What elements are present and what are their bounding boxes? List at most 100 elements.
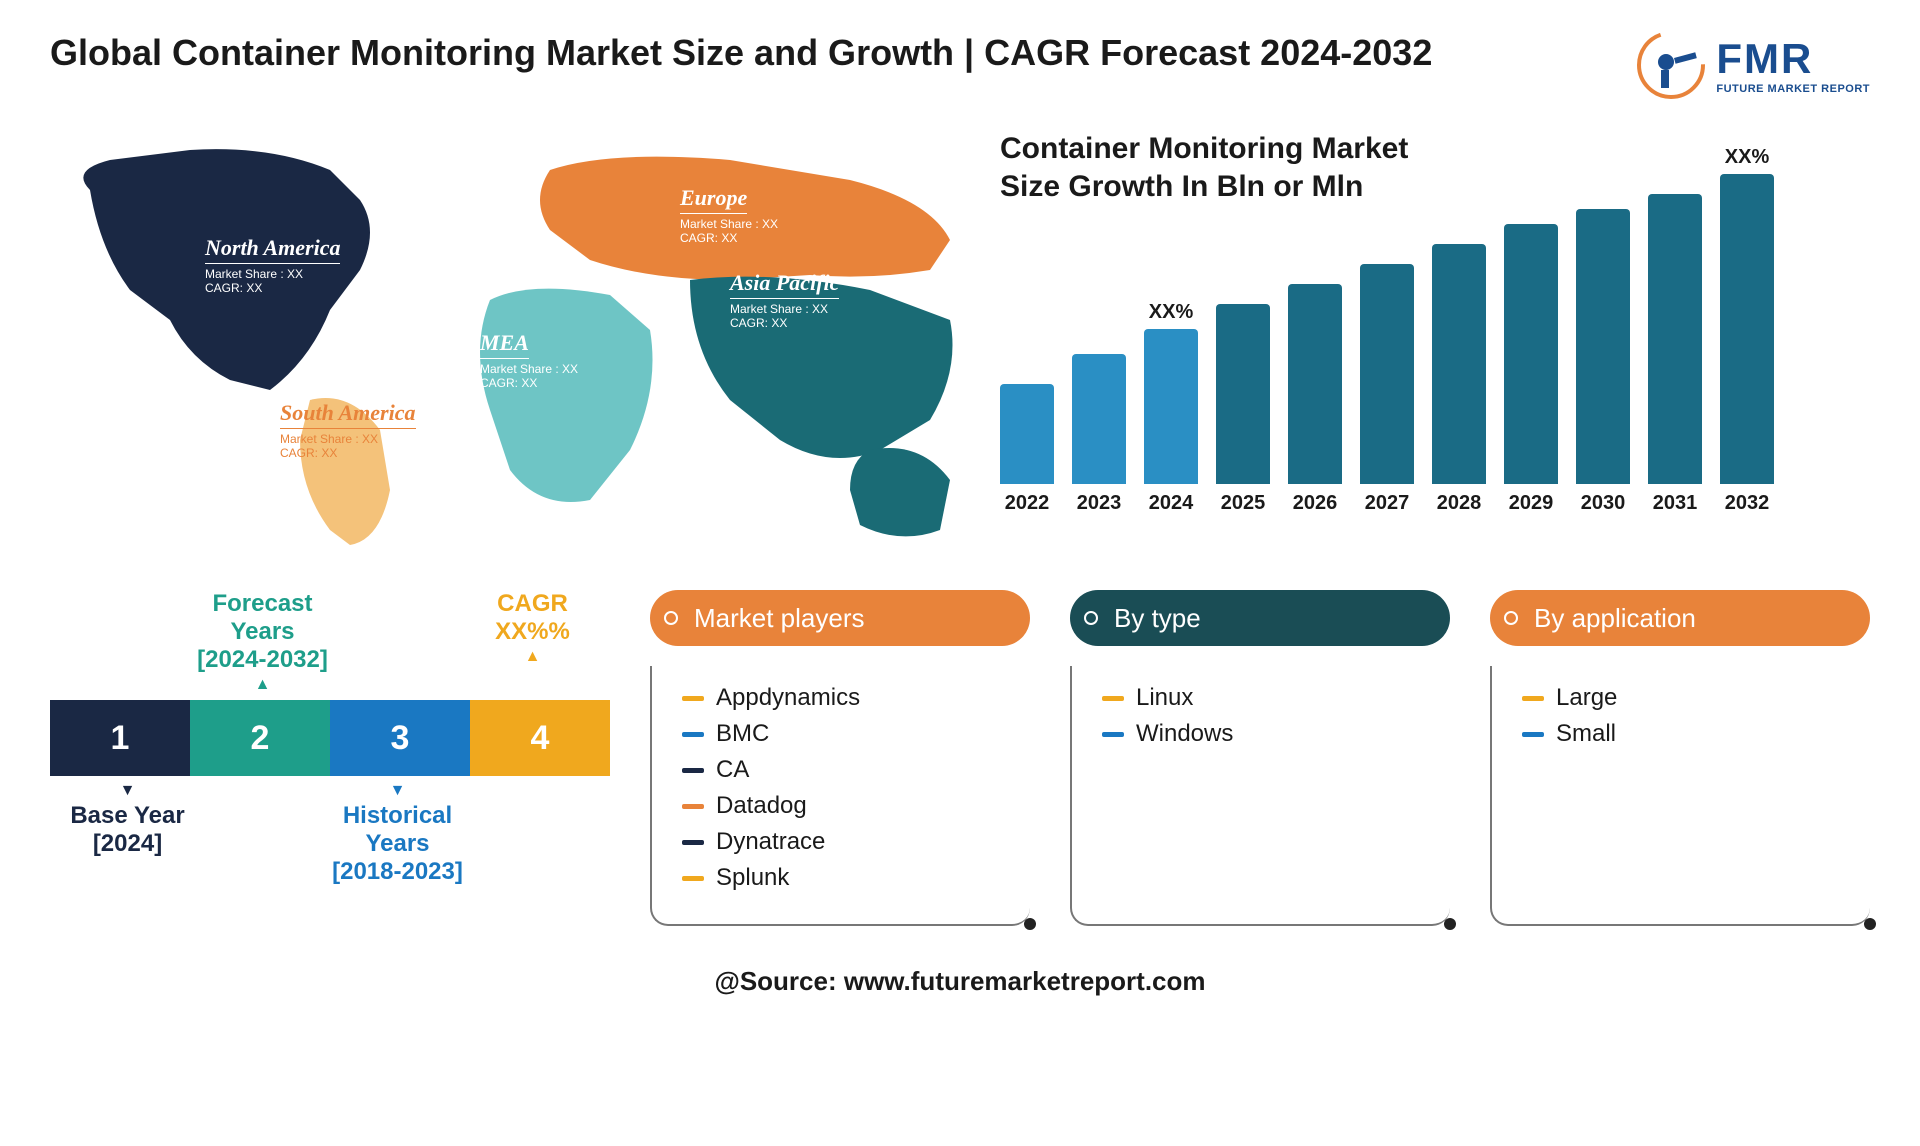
- region-asia-pacific: Asia Pacific Market Share : XXCAGR: XX: [730, 270, 839, 330]
- dash-icon: [682, 840, 704, 845]
- forecast-title: Forecast Years: [212, 590, 312, 645]
- bar-rect: [1216, 304, 1270, 484]
- forecast-years-label: Forecast Years [2024-2032] ▲: [195, 590, 330, 694]
- bar-rect: [1720, 174, 1774, 484]
- region-north-america: North AmericaMarket Share : XXCAGR: XX: [205, 235, 340, 295]
- region-share: Market Share : XX: [205, 267, 340, 281]
- cagr-value: XX%%: [465, 618, 600, 646]
- list-item-label: Small: [1556, 720, 1616, 748]
- bar-2027: 2027: [1360, 264, 1414, 515]
- bar-2023: 2023: [1072, 354, 1126, 515]
- bar-rect: [1288, 284, 1342, 484]
- list-item: Small: [1522, 720, 1850, 748]
- by-application-label: By application: [1534, 603, 1696, 634]
- timeline-segment-3: 3: [330, 700, 470, 776]
- market-players-column: Market players Appdynamics BMC CA Datadog Dy…: [650, 590, 1030, 926]
- region-name: South America: [280, 400, 416, 429]
- by-application-column: By application LargeSmall: [1490, 590, 1870, 926]
- region-share: Market Share : XX: [730, 302, 839, 316]
- bar-2026: 2026: [1288, 284, 1342, 515]
- by-type-column: By type Linux Windows: [1070, 590, 1450, 926]
- hist-range: [2018-2023]: [330, 858, 465, 886]
- forecast-range: [2024-2032]: [195, 646, 330, 674]
- bar-rect: [1576, 209, 1630, 484]
- market-players-label: Market players: [694, 603, 865, 634]
- list-item: CA: [682, 756, 1010, 784]
- hist-title: Historical Years: [343, 802, 452, 857]
- bar-2022: 2022: [1000, 384, 1054, 515]
- bar-rect: [1504, 224, 1558, 484]
- region-name: Europe: [680, 185, 747, 214]
- region-share: Market Share : XX: [680, 217, 778, 231]
- world-map: North AmericaMarket Share : XXCAGR: XX So…: [50, 130, 970, 550]
- dash-icon: [1102, 696, 1124, 701]
- timeline: Forecast Years [2024-2032] ▲ CAGR XX%% ▲…: [50, 590, 610, 886]
- region-cagr: CAGR: XX: [730, 316, 839, 330]
- list-item: Linux: [1102, 684, 1430, 712]
- chart-title: Container Monitoring Market Size Growth …: [1000, 130, 1420, 205]
- region-mea: MEAMarket Share : XXCAGR: XX: [480, 330, 578, 390]
- historical-years-label: ▼ Historical Years [2018-2023]: [330, 782, 465, 886]
- bar-2025: 2025: [1216, 304, 1270, 515]
- bar-year-label: 2024: [1149, 492, 1194, 515]
- base-year-label: ▼ Base Year [2024]: [60, 782, 195, 886]
- list-item-label: Splunk: [716, 864, 789, 892]
- logo-text-sub: FUTURE MARKET REPORT: [1716, 83, 1870, 95]
- list-item: Windows: [1102, 720, 1430, 748]
- bullet-icon: [1084, 611, 1098, 625]
- bar-rect: [1144, 329, 1198, 484]
- bullet-icon: [664, 611, 678, 625]
- region-europe: Europe Market Share : XXCAGR: XX: [680, 185, 778, 245]
- region-name: MEA: [480, 330, 529, 359]
- market-players-pill: Market players: [650, 590, 1030, 646]
- by-type-label: By type: [1114, 603, 1201, 634]
- bar-chart: Container Monitoring Market Size Growth …: [1000, 130, 1870, 550]
- bar-rect: [1432, 244, 1486, 484]
- timeline-segment-1: 1: [50, 700, 190, 776]
- by-application-pill: By application: [1490, 590, 1870, 646]
- list-item: Appdynamics: [682, 684, 1010, 712]
- bar-year-label: 2032: [1725, 492, 1770, 515]
- list-item-label: CA: [716, 756, 749, 784]
- triangle-down-icon: ▼: [60, 782, 195, 800]
- list-item: Dynatrace: [682, 828, 1010, 856]
- cagr-title: CAGR: [497, 590, 568, 617]
- timeline-segment-2: 2: [190, 700, 330, 776]
- bar-year-label: 2031: [1653, 492, 1698, 515]
- region-cagr: CAGR: XX: [280, 446, 416, 460]
- bar-year-label: 2030: [1581, 492, 1626, 515]
- page-title: Global Container Monitoring Market Size …: [50, 30, 1432, 75]
- bar-rect: [1648, 194, 1702, 484]
- base-range: [2024]: [60, 830, 195, 858]
- fmr-logo-icon: [1636, 30, 1706, 100]
- cagr-label: CAGR XX%% ▲: [465, 590, 600, 694]
- bullet-icon: [1504, 611, 1518, 625]
- dash-icon: [1522, 732, 1544, 737]
- triangle-up-icon: ▲: [195, 676, 330, 694]
- bar-2032: XX%2032: [1720, 174, 1774, 515]
- dash-icon: [1102, 732, 1124, 737]
- bar-year-label: 2022: [1005, 492, 1050, 515]
- dash-icon: [1522, 696, 1544, 701]
- list-item-label: Datadog: [716, 792, 807, 820]
- list-item: BMC: [682, 720, 1010, 748]
- bar-year-label: 2029: [1509, 492, 1554, 515]
- list-item-label: BMC: [716, 720, 769, 748]
- dash-icon: [682, 696, 704, 701]
- bar-2024: XX%2024: [1144, 329, 1198, 515]
- by-type-pill: By type: [1070, 590, 1450, 646]
- base-title: Base Year: [70, 802, 184, 829]
- dash-icon: [682, 804, 704, 809]
- region-south-america: South AmericaMarket Share : XXCAGR: XX: [280, 400, 416, 460]
- bar-rect: [1000, 384, 1054, 484]
- bar-top-label: XX%: [1149, 301, 1193, 324]
- bar-top-label: XX%: [1725, 146, 1769, 169]
- bar-year-label: 2023: [1077, 492, 1122, 515]
- list-item: Splunk: [682, 864, 1010, 892]
- list-item: Datadog: [682, 792, 1010, 820]
- list-item-label: Windows: [1136, 720, 1233, 748]
- region-name: Asia Pacific: [730, 270, 839, 299]
- region-cagr: CAGR: XX: [680, 231, 778, 245]
- bar-year-label: 2027: [1365, 492, 1410, 515]
- dash-icon: [682, 768, 704, 773]
